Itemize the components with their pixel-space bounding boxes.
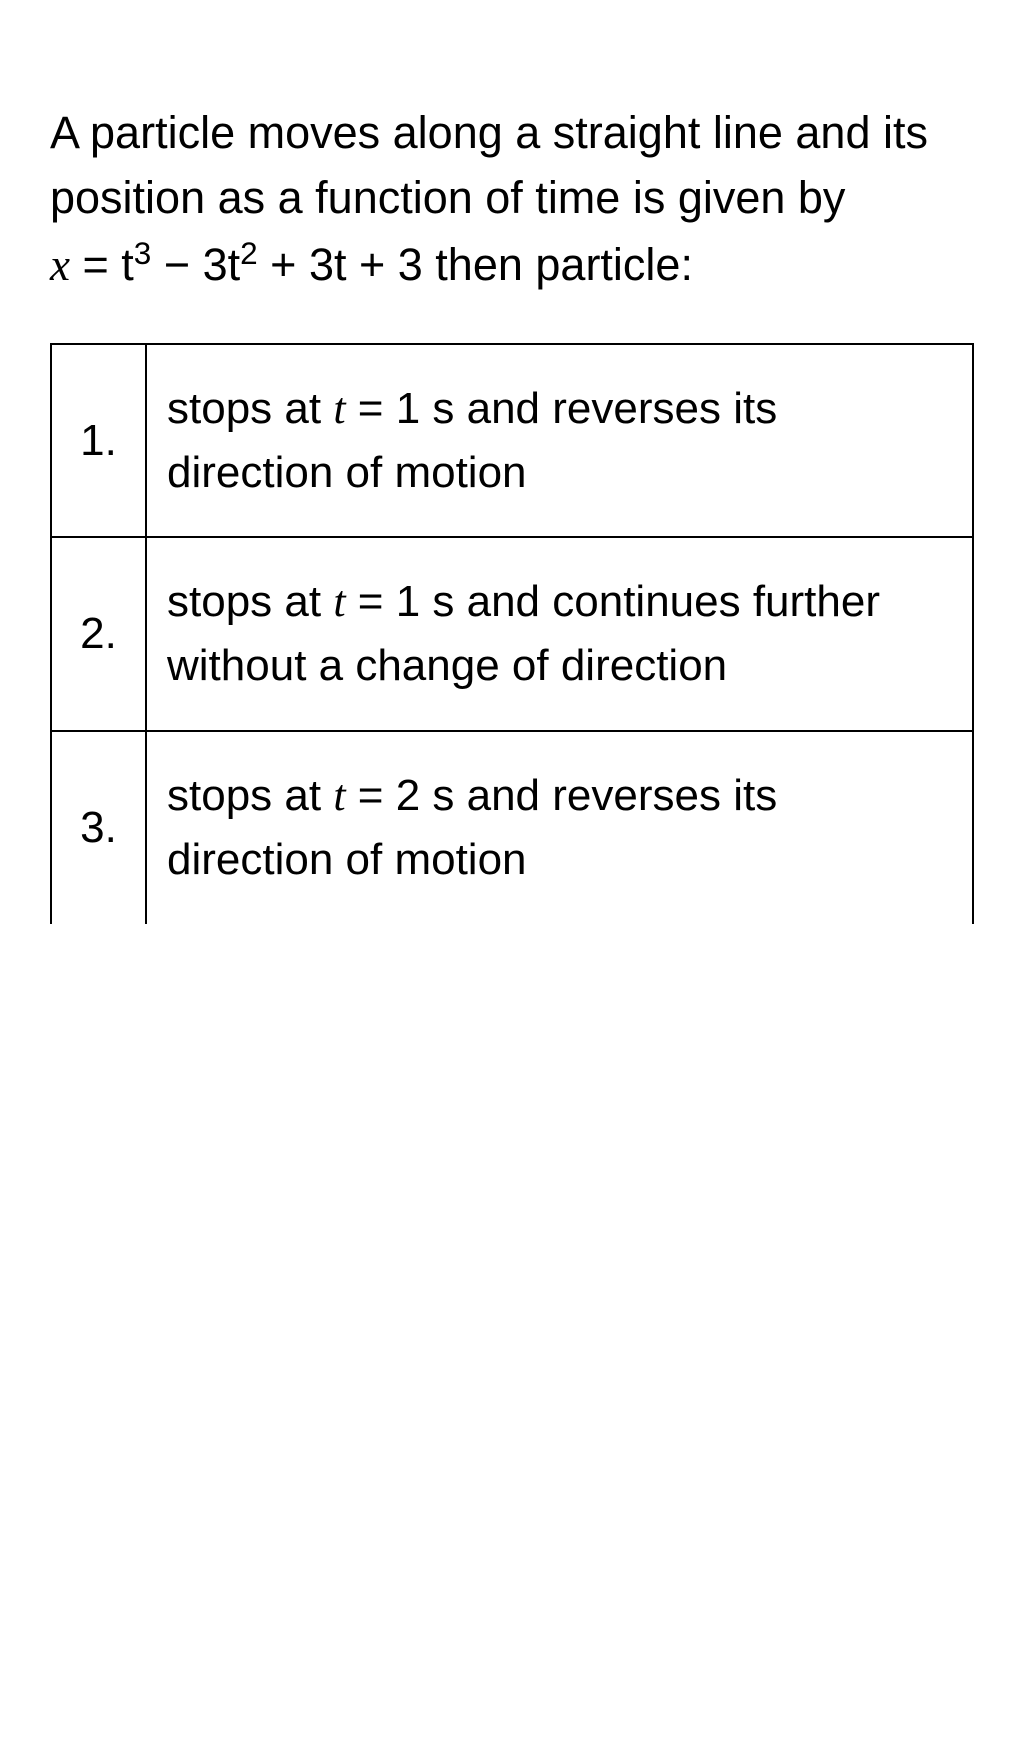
exp-1: 3 [134, 235, 152, 271]
option-unit: s [432, 771, 454, 820]
question-intro: A particle moves along a straight line a… [50, 107, 928, 223]
option-eq: = 1 [346, 384, 433, 433]
option-var: t [333, 384, 345, 433]
options-table: 1. stops at t = 1 s and reverses its dir… [50, 343, 974, 924]
table-row: 2. stops at t = 1 s and continues furthe… [51, 537, 973, 731]
option-pre: stops at [167, 384, 333, 433]
option-text: stops at t = 1 s and reverses its direct… [146, 344, 973, 538]
option-eq: = 1 [346, 577, 433, 626]
equation-lhs: x [50, 240, 70, 290]
question-tail: then particle: [423, 239, 693, 290]
option-text: stops at t = 1 s and continues further w… [146, 537, 973, 731]
option-var: t [333, 577, 345, 626]
exp-2: 2 [240, 235, 258, 271]
option-eq: = 2 [346, 771, 433, 820]
option-pre: stops at [167, 771, 333, 820]
equation-eq: = t [70, 239, 134, 290]
table-row: 3. stops at t = 2 s and reverses its dir… [51, 731, 973, 924]
equation-plus: + 3t + 3 [258, 239, 423, 290]
option-var: t [333, 771, 345, 820]
option-unit: s [432, 384, 454, 433]
option-number: 2. [51, 537, 146, 731]
equation-minus: − 3t [151, 239, 240, 290]
option-number: 3. [51, 731, 146, 924]
table-row: 1. stops at t = 1 s and reverses its dir… [51, 344, 973, 538]
question-text: A particle moves along a straight line a… [50, 100, 974, 298]
option-unit: s [432, 577, 454, 626]
option-number: 1. [51, 344, 146, 538]
option-pre: stops at [167, 577, 333, 626]
option-text: stops at t = 2 s and reverses its direct… [146, 731, 973, 924]
